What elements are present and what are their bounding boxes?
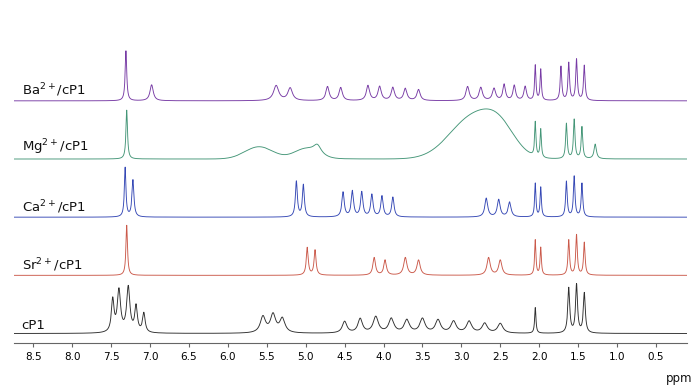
Text: Ca$^{2+}$/cP1: Ca$^{2+}$/cP1 <box>22 198 86 216</box>
Text: Ba$^{2+}$/cP1: Ba$^{2+}$/cP1 <box>22 82 85 99</box>
Text: Mg$^{2+}$/cP1: Mg$^{2+}$/cP1 <box>22 138 88 158</box>
Text: ppm: ppm <box>666 372 693 385</box>
Text: Sr$^{2+}$/cP1: Sr$^{2+}$/cP1 <box>22 256 83 274</box>
Text: cP1: cP1 <box>22 319 46 332</box>
